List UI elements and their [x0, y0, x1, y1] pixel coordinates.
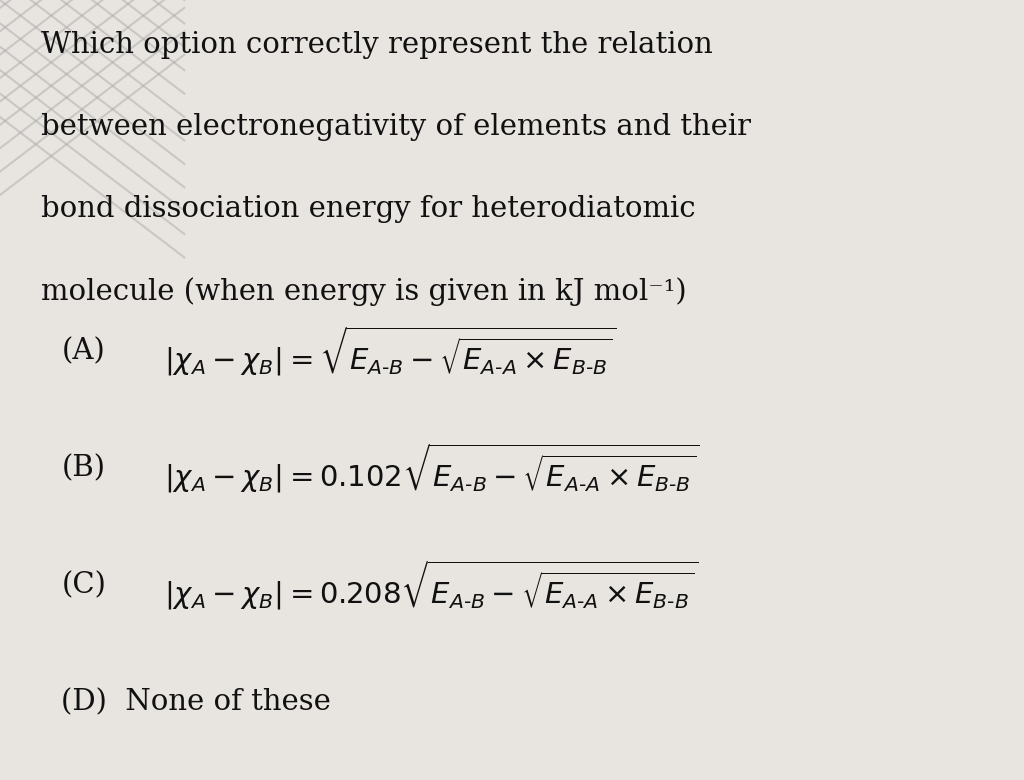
Text: (A): (A)	[61, 337, 105, 365]
Text: $|\chi_A - \chi_B| = 0.208\sqrt{E_{A\text{-}B} - \sqrt{E_{A\text{-}A} \times E_{: $|\chi_A - \chi_B| = 0.208\sqrt{E_{A\tex…	[164, 558, 698, 612]
Text: (C): (C)	[61, 571, 106, 599]
Text: between electronegativity of elements and their: between electronegativity of elements an…	[41, 113, 751, 141]
Text: $|\chi_A - \chi_B| = \sqrt{E_{A\text{-}B} - \sqrt{E_{A\text{-}A} \times E_{B\tex: $|\chi_A - \chi_B| = \sqrt{E_{A\text{-}B…	[164, 324, 616, 378]
Text: bond dissociation energy for heterodiatomic: bond dissociation energy for heterodiato…	[41, 195, 695, 223]
Text: (B): (B)	[61, 454, 105, 482]
Text: Which option correctly represent the relation: Which option correctly represent the rel…	[41, 31, 713, 59]
Text: (D)  None of these: (D) None of these	[61, 688, 332, 716]
Text: $|\chi_A - \chi_B| = 0.102\sqrt{E_{A\text{-}B} - \sqrt{E_{A\text{-}A} \times E_{: $|\chi_A - \chi_B| = 0.102\sqrt{E_{A\tex…	[164, 441, 699, 495]
Text: molecule (when energy is given in kJ mol⁻¹): molecule (when energy is given in kJ mol…	[41, 277, 686, 306]
